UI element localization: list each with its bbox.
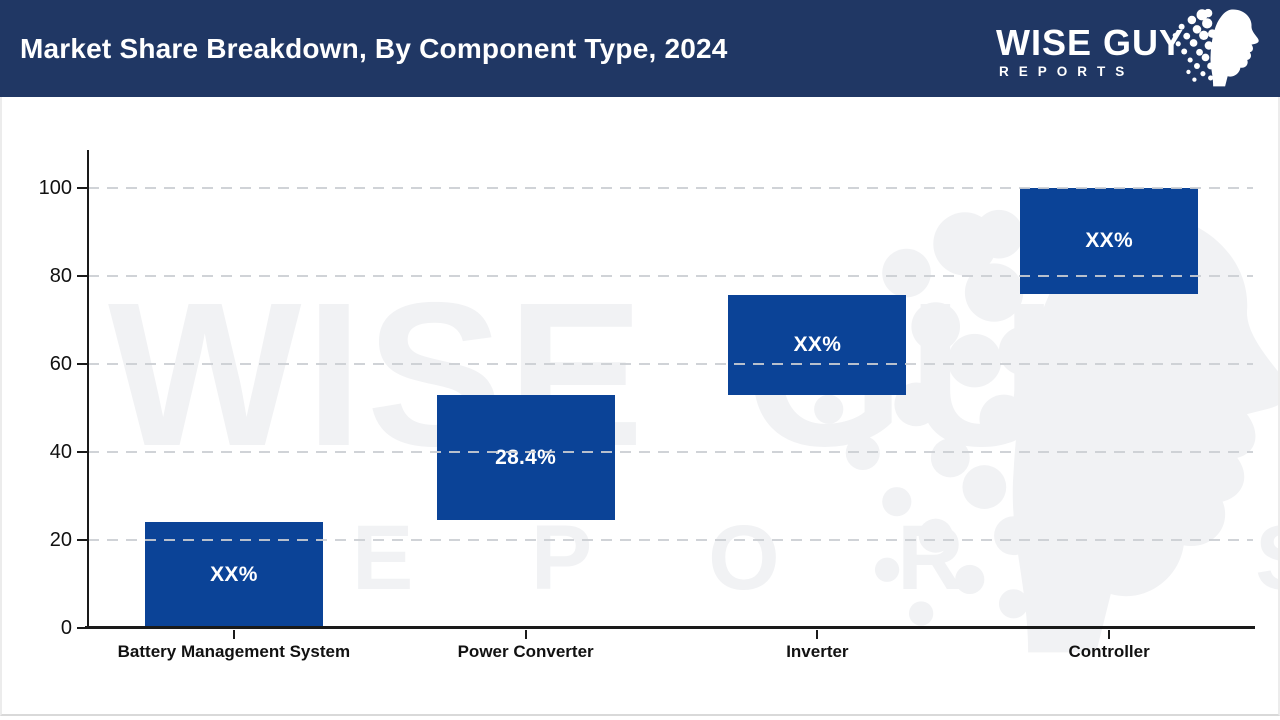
gridline-y-60	[88, 363, 1253, 365]
x-tick-1	[232, 630, 235, 639]
bar-value-label: 28.4%	[495, 445, 557, 469]
x-category-label: Power Converter	[457, 642, 594, 661]
bar-value-label: XX%	[1085, 228, 1133, 252]
gridline-y-100	[88, 187, 1253, 189]
x-axis-line	[85, 626, 1255, 629]
x-tick-2	[524, 630, 527, 639]
bar-inverter: XX%	[728, 294, 907, 395]
x-category-label: Battery Management System	[117, 642, 351, 661]
x-category-label: Inverter	[786, 642, 849, 661]
bar-value-label: XX%	[793, 332, 842, 356]
logo-brand-name: WISE GUY	[995, 21, 1184, 63]
y-tick-80	[77, 275, 87, 277]
y-tick-label-100: 100	[38, 177, 72, 199]
wise-guy-logo: WISE GUY REPORTS	[996, 3, 1266, 95]
x-tick-4	[1108, 630, 1111, 639]
y-tick-0	[77, 627, 87, 629]
x-tick-3	[816, 630, 819, 639]
gridline-y-80	[88, 275, 1253, 277]
y-tick-label-80: 80	[49, 265, 72, 287]
bar-power-converter: 28.4%	[436, 395, 615, 521]
y-tick-40	[77, 451, 87, 453]
y-tick-label-40: 40	[49, 441, 72, 463]
logo-brand-subtitle: REPORTS	[998, 63, 1135, 79]
y-tick-100	[77, 187, 87, 189]
y-axis-line	[87, 150, 89, 629]
y-tick-label-0: 0	[60, 617, 72, 639]
y-tick-label-20: 20	[49, 529, 72, 551]
x-category-label: Controller	[1068, 642, 1150, 661]
gridline-y-40	[88, 451, 1253, 453]
y-tick-20	[77, 539, 87, 541]
y-tick-label-60: 60	[49, 353, 72, 375]
y-tick-60	[77, 363, 87, 365]
bar-value-label: XX%	[210, 563, 258, 587]
header-bar: Market Share Breakdown, By Component Typ…	[0, 0, 1280, 97]
page-title: Market Share Breakdown, By Component Typ…	[20, 32, 728, 64]
gridline-y-20	[88, 539, 1253, 541]
logo-text: WISE GUY REPORTS	[995, 21, 1184, 79]
bar-controller: XX%	[1020, 188, 1199, 294]
